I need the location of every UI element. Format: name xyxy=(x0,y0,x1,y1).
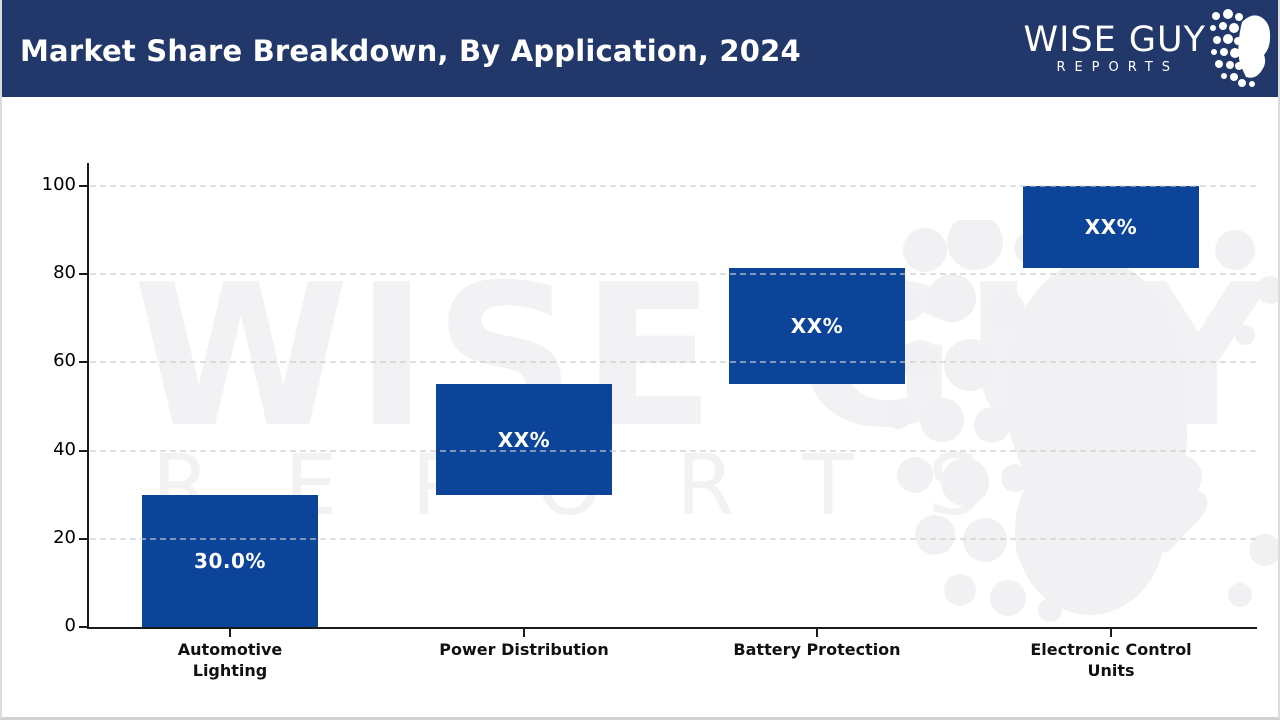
bar-electronic-control-units: XX% xyxy=(1023,186,1199,268)
x-category-label-line: Automotive xyxy=(177,640,283,659)
chart-title: Market Share Breakdown, By Application, … xyxy=(20,34,801,68)
x-category-label: Battery Protection xyxy=(707,639,927,660)
y-tick-label-40: 40 xyxy=(53,438,76,460)
bar-value-label: XX% xyxy=(790,314,844,338)
x-category-label-line: Battery Protection xyxy=(733,640,901,659)
x-category-label-line: Power Distribution xyxy=(439,640,609,659)
logo-face-icon xyxy=(1210,9,1271,87)
x-tick-4 xyxy=(1110,629,1112,637)
bar-power-distribution: XX% xyxy=(436,384,612,495)
gridline-60 xyxy=(90,361,1256,364)
y-tick-label-0: 0 xyxy=(64,615,76,636)
logo-wordmark-line1: WISE GUY xyxy=(1023,20,1206,60)
y-tick-label-100: 100 xyxy=(41,174,76,195)
y-tick-label-80: 80 xyxy=(53,262,76,284)
y-tick-label-20: 20 xyxy=(53,526,76,548)
y-tick-label-60: 60 xyxy=(53,350,76,372)
x-tick-1 xyxy=(229,629,231,637)
x-category-label-line: Electronic Control xyxy=(1030,640,1192,659)
watermark-face-icon xyxy=(884,220,1280,622)
gridline-80 xyxy=(90,273,1256,276)
x-axis-line xyxy=(87,627,1257,629)
y-tick-20 xyxy=(79,537,87,540)
gridline-100 xyxy=(90,185,1256,187)
y-tick-0 xyxy=(79,626,87,628)
x-category-label: Automotive Lighting xyxy=(120,639,340,681)
x-category-label: Electronic Control Units xyxy=(1001,639,1221,681)
x-category-label-line: Lighting xyxy=(192,661,268,680)
header: Market Share Breakdown, By Application, … xyxy=(0,0,1280,97)
bar-value-label: 30.0% xyxy=(194,548,266,573)
gridline-20 xyxy=(90,537,1256,540)
y-tick-80 xyxy=(79,273,87,276)
logo-wordmark: WISE GUY REPORTS xyxy=(1023,22,1206,75)
gridline-40 xyxy=(90,449,1256,452)
logo-wordmark-line2: REPORTS xyxy=(1056,60,1180,75)
x-tick-2 xyxy=(523,629,525,637)
bar-value-label: XX% xyxy=(1084,214,1138,239)
wise-guy-logo: WISE GUY REPORTS xyxy=(1002,4,1272,94)
y-axis-line xyxy=(87,163,89,629)
x-category-label: Power Distribution xyxy=(414,639,634,660)
y-tick-100 xyxy=(79,185,87,187)
bar-value-label: XX% xyxy=(497,427,551,452)
bar-automotive-lighting: 30.0% xyxy=(142,494,318,627)
y-tick-40 xyxy=(79,449,87,452)
x-category-label-line: Units xyxy=(1087,661,1135,680)
x-tick-3 xyxy=(816,629,818,637)
bar-battery-protection: XX% xyxy=(729,267,905,385)
y-tick-60 xyxy=(79,361,87,364)
